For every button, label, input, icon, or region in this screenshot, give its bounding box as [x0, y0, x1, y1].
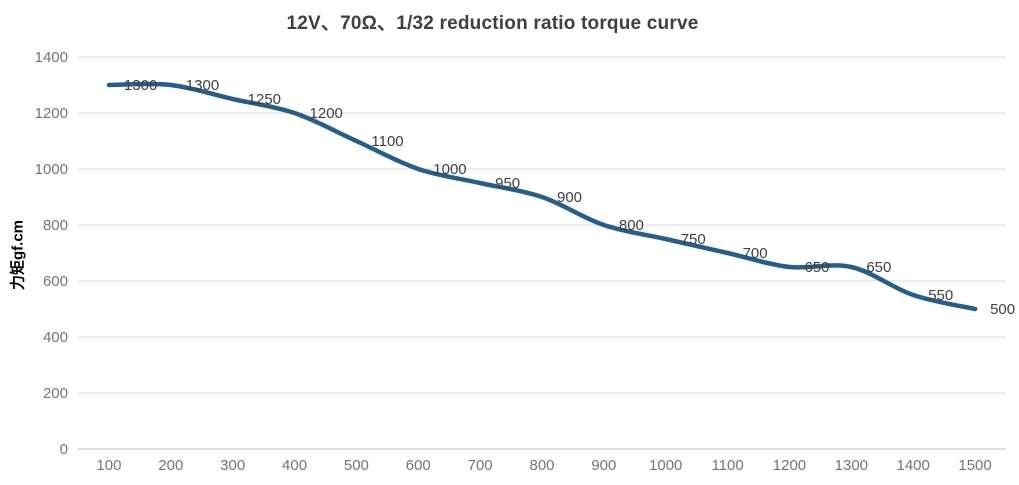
x-tick-label: 1100	[711, 457, 743, 474]
x-tick-label: 700	[468, 457, 493, 474]
data-point-label: 1250	[248, 91, 281, 108]
x-tick-label: 300	[220, 457, 245, 474]
x-tick-label: 1300	[835, 457, 868, 474]
y-tick-label: 0	[60, 441, 68, 458]
data-point-label: 650	[866, 259, 891, 276]
chart-title: 12V、70Ω、1/32 reduction ratio torque curv…	[286, 13, 699, 34]
x-tick-label: 1000	[649, 457, 682, 474]
y-tick-label: 200	[43, 385, 68, 402]
y-tick-label: 1200	[35, 105, 68, 122]
data-point-label: 1000	[433, 161, 466, 178]
data-point-label: 550	[928, 287, 953, 304]
x-tick-label: 1200	[773, 457, 806, 474]
x-tick-label: 800	[529, 457, 554, 474]
x-tick-label: 200	[158, 457, 183, 474]
x-tick-label: 1500	[958, 457, 991, 474]
data-point-label: 1300	[186, 77, 219, 94]
y-tick-label: 1000	[35, 161, 68, 178]
x-tick-label: 600	[406, 457, 431, 474]
x-tick-label: 1400	[897, 457, 930, 474]
x-tick-label: 400	[282, 457, 307, 474]
data-point-label: 900	[557, 189, 582, 206]
data-point-label: 950	[495, 175, 520, 192]
data-point-label: 1300	[124, 77, 157, 94]
data-point-label: 800	[619, 217, 644, 234]
y-tick-label: 800	[43, 217, 68, 234]
data-point-label: 700	[743, 245, 768, 262]
torque-series-line	[106, 81, 978, 312]
x-tick-label: 100	[96, 457, 121, 474]
y-tick-label: 1400	[35, 49, 68, 66]
data-point-label: 500	[990, 301, 1015, 318]
x-tick-label: 900	[591, 457, 616, 474]
y-tick-label: 400	[43, 329, 68, 346]
y-tick-label: 600	[43, 273, 68, 290]
data-point-label: 1200	[310, 105, 343, 122]
data-point-label: 650	[804, 259, 829, 276]
x-tick-label: 500	[344, 457, 369, 474]
data-point-label: 750	[681, 231, 706, 248]
data-point-label: 1100	[371, 133, 403, 150]
